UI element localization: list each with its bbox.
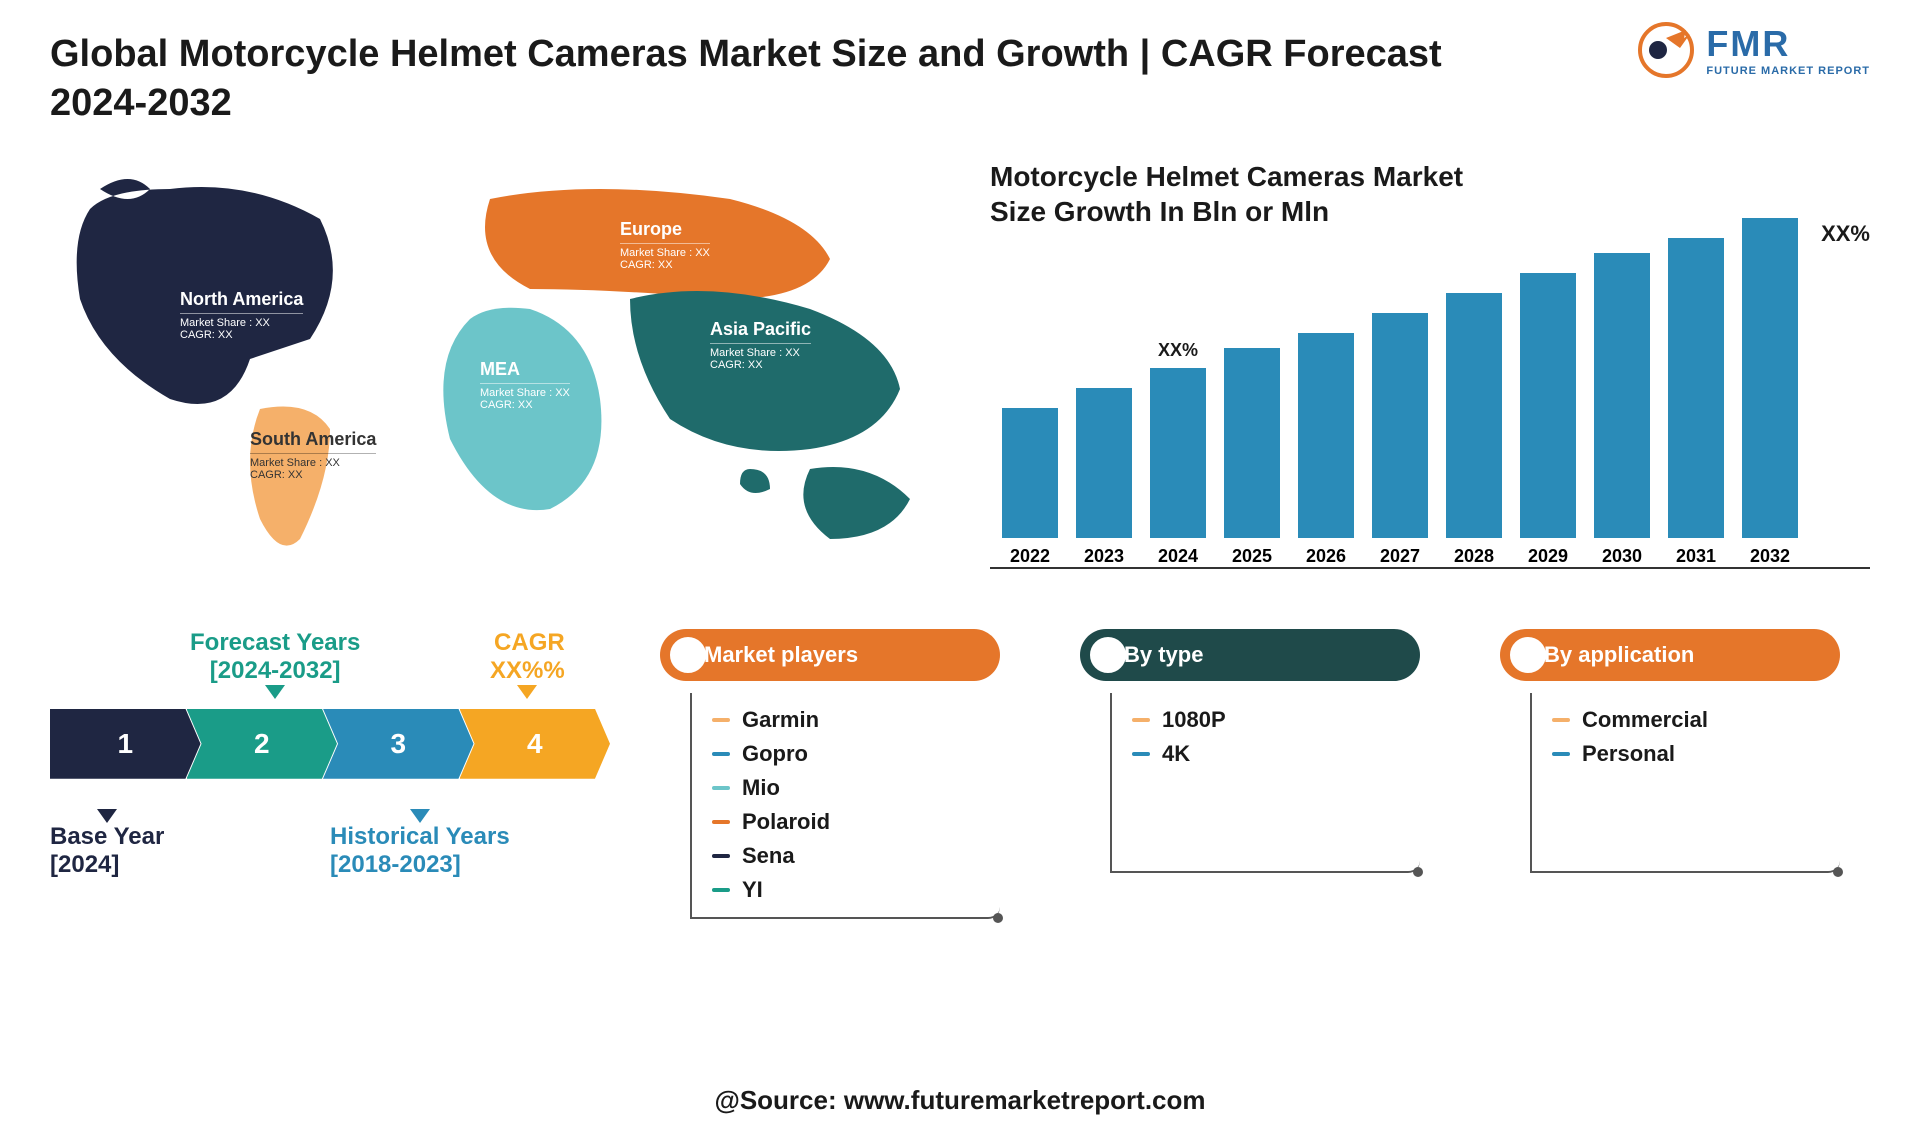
category-column: Market players Garmin Gopro Mio Polaroid Sena… <box>660 629 1030 919</box>
category-item: Garmin <box>712 703 1000 737</box>
category-list: 1080P 4K <box>1110 693 1420 873</box>
bar <box>1372 313 1428 538</box>
bar-column: 2023 <box>1074 388 1134 567</box>
base-year-label: Base Year [2024] <box>50 805 164 879</box>
bar-year-label: 2023 <box>1084 546 1124 567</box>
category-dash-icon <box>712 888 730 892</box>
bar <box>1298 333 1354 538</box>
bar-year-label: 2025 <box>1232 546 1272 567</box>
bar-year-label: 2029 <box>1528 546 1568 567</box>
bar-year-label: 2022 <box>1010 546 1050 567</box>
category-item-label: Personal <box>1582 741 1675 767</box>
region-label-mea: MEA Market Share : XX CAGR: XX <box>480 359 570 411</box>
source-attribution: @Source: www.futuremarketreport.com <box>714 1085 1205 1116</box>
category-item: Gopro <box>712 737 1000 771</box>
logo: FMR FUTURE MARKET REPORT <box>1636 20 1870 80</box>
category-item-label: Polaroid <box>742 809 830 835</box>
bar-year-label: 2030 <box>1602 546 1642 567</box>
category-item-label: 4K <box>1162 741 1190 767</box>
world-map: North America Market Share : XX CAGR: XX… <box>50 159 950 559</box>
category-pill: Market players <box>660 629 1000 681</box>
forecast-years-label: Forecast Years [2024-2032] <box>190 629 360 703</box>
category-item-label: Gopro <box>742 741 808 767</box>
bar-column: 2032 <box>1740 218 1800 567</box>
category-dash-icon <box>1552 752 1570 756</box>
category-item-label: YI <box>742 877 763 903</box>
bar-column: XX%2024 <box>1148 368 1208 567</box>
logo-text-sub: FUTURE MARKET REPORT <box>1706 65 1870 77</box>
bar-year-label: 2027 <box>1380 546 1420 567</box>
bar <box>1594 253 1650 538</box>
timeline-step: 2 <box>187 709 338 779</box>
bar-year-label: 2031 <box>1676 546 1716 567</box>
chart-title: Motorcycle Helmet Cameras Market Size Gr… <box>990 159 1490 229</box>
category-item: Personal <box>1552 737 1840 771</box>
region-label-eu: Europe Market Share : XX CAGR: XX <box>620 219 710 271</box>
category-list: Garmin Gopro Mio Polaroid Sena YI <box>690 693 1000 919</box>
bar <box>1150 368 1206 538</box>
bar-year-label: 2028 <box>1454 546 1494 567</box>
category-dash-icon <box>1132 718 1150 722</box>
bar <box>1520 273 1576 538</box>
bar-column: 2029 <box>1518 273 1578 567</box>
timeline-step: 1 <box>50 709 201 779</box>
timeline: Forecast Years [2024-2032] CAGR XX%% 123… <box>50 629 610 879</box>
category-dash-icon <box>712 820 730 824</box>
bar-year-label: 2026 <box>1306 546 1346 567</box>
category-column: By type 1080P 4K <box>1080 629 1450 919</box>
category-item: Sena <box>712 839 1000 873</box>
category-item-label: Mio <box>742 775 780 801</box>
category-item: Polaroid <box>712 805 1000 839</box>
growth-bar-chart: Motorcycle Helmet Cameras Market Size Gr… <box>990 159 1870 569</box>
bar <box>1668 238 1724 538</box>
bar-year-label: 2024 <box>1158 546 1198 567</box>
category-item: Mio <box>712 771 1000 805</box>
category-item-label: Sena <box>742 843 795 869</box>
category-pill: By application <box>1500 629 1840 681</box>
page-title: Global Motorcycle Helmet Cameras Market … <box>50 30 1450 129</box>
category-dash-icon <box>712 786 730 790</box>
category-dash-icon <box>712 718 730 722</box>
category-dash-icon <box>1132 752 1150 756</box>
bar <box>1002 408 1058 538</box>
category-item: Commercial <box>1552 703 1840 737</box>
bar-column: 2030 <box>1592 253 1652 567</box>
logo-text-main: FMR <box>1706 23 1870 65</box>
timeline-step: 3 <box>323 709 474 779</box>
category-pill: By type <box>1080 629 1420 681</box>
timeline-step: 4 <box>460 709 611 779</box>
bar-column: 2022 <box>1000 408 1060 567</box>
category-item: 4K <box>1132 737 1420 771</box>
category-item: 1080P <box>1132 703 1420 737</box>
bar-year-label: 2032 <box>1750 546 1790 567</box>
region-label-na: North America Market Share : XX CAGR: XX <box>180 289 303 341</box>
category-list: Commercial Personal <box>1530 693 1840 873</box>
bar-column: 2026 <box>1296 333 1356 567</box>
chart-top-pct: XX% <box>1821 221 1870 247</box>
logo-icon <box>1636 20 1696 80</box>
bar <box>1076 388 1132 538</box>
bar-column: 2028 <box>1444 293 1504 567</box>
bar-column: 2031 <box>1666 238 1726 567</box>
category-dash-icon <box>1552 718 1570 722</box>
cagr-label: CAGR XX%% <box>490 629 565 703</box>
bar-column: 2025 <box>1222 348 1282 567</box>
historical-years-label: Historical Years [2018-2023] <box>330 805 510 879</box>
region-label-ap: Asia Pacific Market Share : XX CAGR: XX <box>710 319 811 371</box>
bar <box>1446 293 1502 538</box>
bar <box>1742 218 1798 538</box>
bar <box>1224 348 1280 538</box>
category-item-label: Garmin <box>742 707 819 733</box>
category-dash-icon <box>712 854 730 858</box>
bar-column: 2027 <box>1370 313 1430 567</box>
category-item-label: 1080P <box>1162 707 1226 733</box>
category-column: By application Commercial Personal <box>1500 629 1870 919</box>
category-dash-icon <box>712 752 730 756</box>
category-item: YI <box>712 873 1000 907</box>
bar-pct-label: XX% <box>1158 340 1198 361</box>
region-label-sa: South America Market Share : XX CAGR: XX <box>250 429 376 481</box>
category-item-label: Commercial <box>1582 707 1708 733</box>
